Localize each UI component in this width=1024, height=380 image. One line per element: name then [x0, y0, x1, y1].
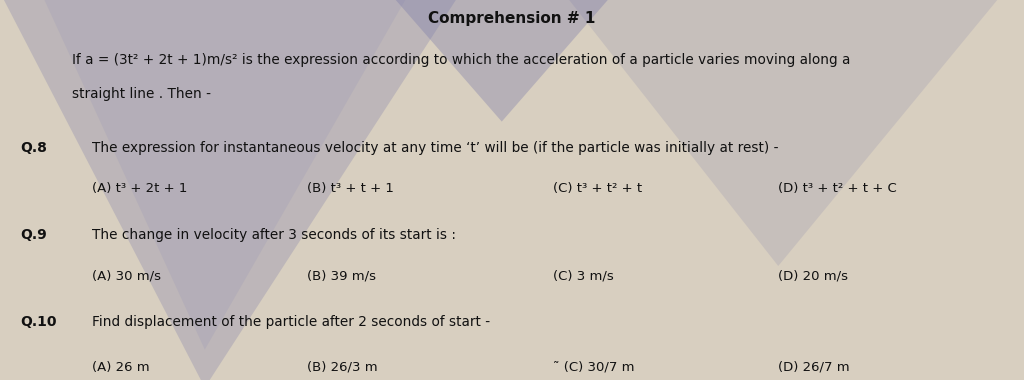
Text: (D) 26/7 m: (D) 26/7 m	[778, 361, 850, 374]
Text: Comprehension # 1: Comprehension # 1	[428, 11, 596, 26]
Polygon shape	[41, 0, 410, 350]
Text: Q.9: Q.9	[20, 228, 47, 242]
Text: (C) 3 m/s: (C) 3 m/s	[553, 270, 613, 283]
Text: (D) 20 m/s: (D) 20 m/s	[778, 270, 848, 283]
Text: Q.10: Q.10	[20, 315, 57, 329]
Text: (B) 26/3 m: (B) 26/3 m	[307, 361, 378, 374]
Text: ˜ (C) 30/7 m: ˜ (C) 30/7 m	[553, 361, 635, 374]
Text: Find displacement of the particle after 2 seconds of start -: Find displacement of the particle after …	[92, 315, 490, 329]
Text: The change in velocity after 3 seconds of its start is :: The change in velocity after 3 seconds o…	[92, 228, 456, 242]
Text: (B) t³ + t + 1: (B) t³ + t + 1	[307, 182, 394, 195]
Text: The expression for instantaneous velocity at any time ‘t’ will be (if the partic: The expression for instantaneous velocit…	[92, 141, 778, 155]
Text: Q.8: Q.8	[20, 141, 47, 155]
Polygon shape	[0, 0, 461, 380]
Polygon shape	[389, 0, 614, 122]
Text: straight line . Then -: straight line . Then -	[72, 87, 211, 101]
Text: (D) t³ + t² + t + C: (D) t³ + t² + t + C	[778, 182, 897, 195]
Text: (C) t³ + t² + t: (C) t³ + t² + t	[553, 182, 642, 195]
Text: (B) 39 m/s: (B) 39 m/s	[307, 270, 376, 283]
Text: (A) t³ + 2t + 1: (A) t³ + 2t + 1	[92, 182, 187, 195]
Text: (A) 30 m/s: (A) 30 m/s	[92, 270, 161, 283]
Polygon shape	[563, 0, 1004, 266]
Text: If a = (3t² + 2t + 1)m/s² is the expression according to which the acceleration : If a = (3t² + 2t + 1)m/s² is the express…	[72, 53, 850, 67]
Text: (A) 26 m: (A) 26 m	[92, 361, 150, 374]
